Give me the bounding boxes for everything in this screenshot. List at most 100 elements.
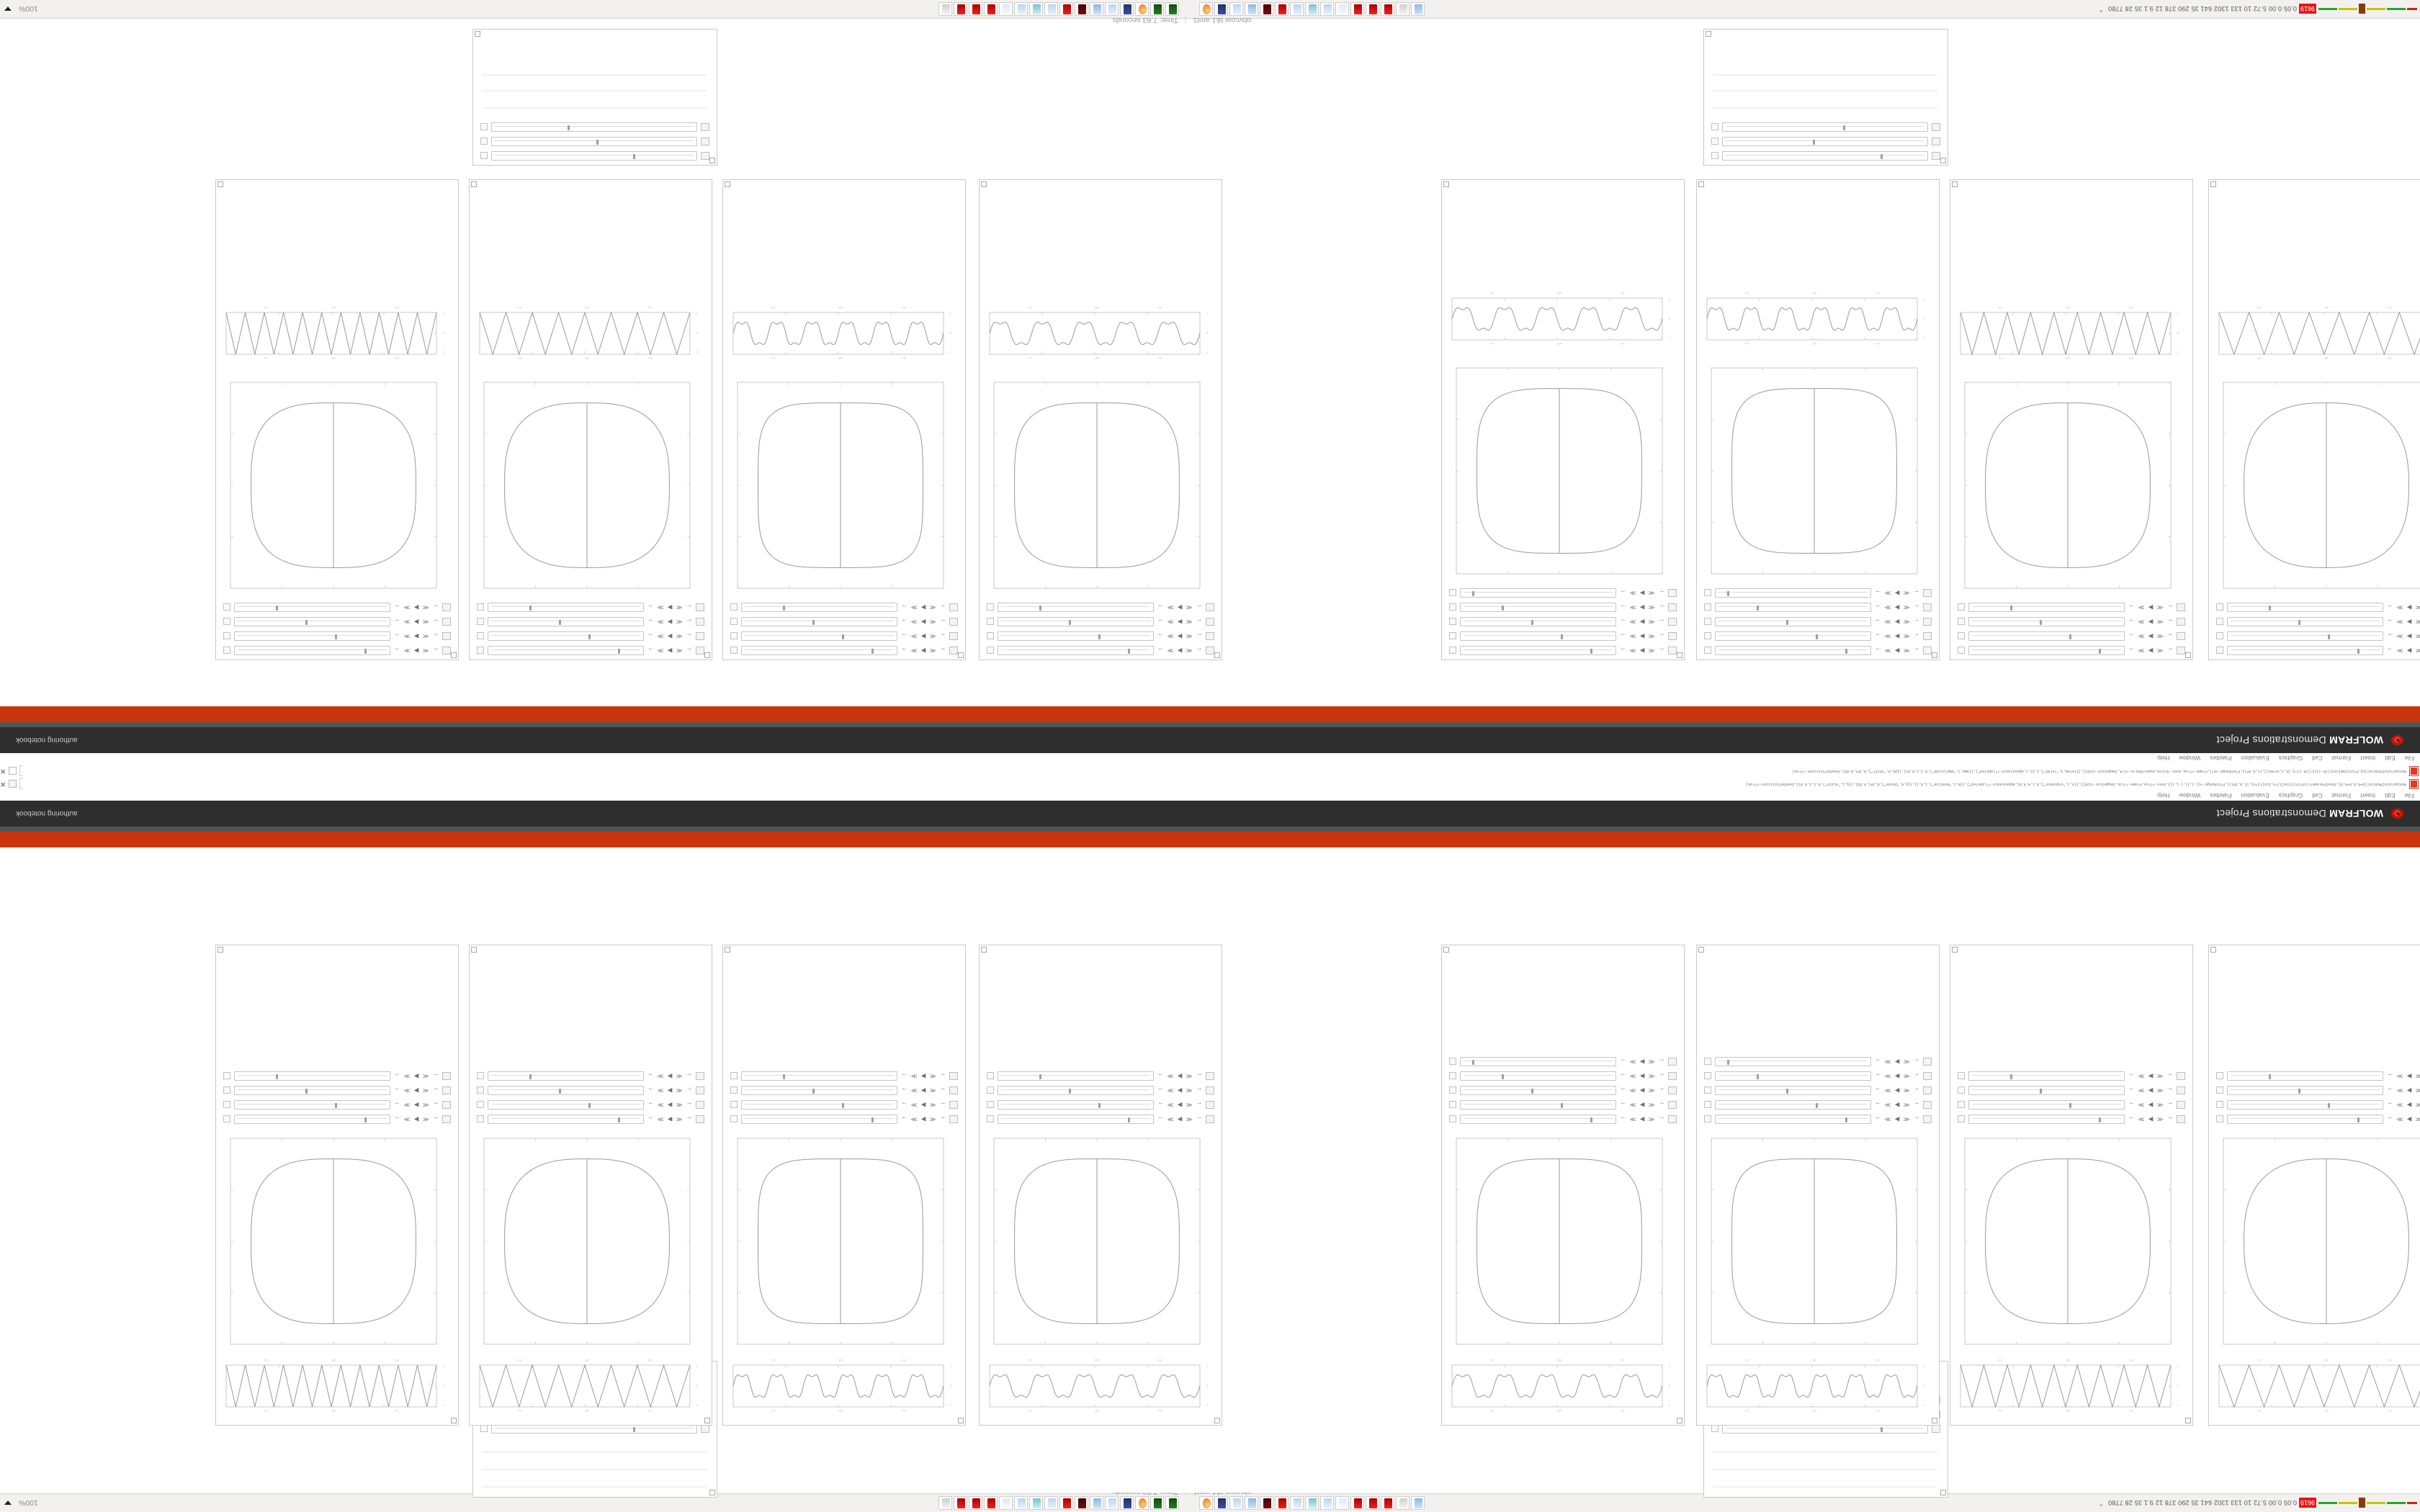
fast-forward-icon[interactable]: ≫ <box>2396 1073 2403 1080</box>
terminal-icon[interactable] <box>1165 1496 1180 1510</box>
slider-row[interactable]: ←≪▶≫→ <box>987 631 1214 641</box>
slider-end-button[interactable] <box>1958 1086 1965 1094</box>
slider-row[interactable]: ←≪▶≫→ <box>223 1071 451 1081</box>
play-icon[interactable]: ▶ <box>667 604 673 611</box>
rewind-icon[interactable]: ≪ <box>929 604 936 611</box>
animation-buttons[interactable]: ←≪▶≫→ <box>647 603 692 612</box>
resize-handle-br[interactable] <box>1952 947 1958 953</box>
slider-end-button[interactable] <box>730 1115 738 1123</box>
demonstration-panel[interactable]: ← ≪ ▶ ≫ → ← ≪ ▶ ≫ → ← ≪ ▶ ≫ → ← ≪ ▶ ≫ → ← ≪ ▶ ≫ → <box>1696 179 1940 660</box>
play-icon[interactable]: ▶ <box>1894 618 1900 626</box>
resize-handle-br[interactable] <box>1443 947 1449 953</box>
demonstration-panel[interactable]: ←≪▶≫→←≪▶≫→←≪▶≫→←≪▶≫→ <box>722 179 966 660</box>
animation-buttons[interactable]: ←≪▶≫→ <box>2128 647 2173 655</box>
slider-row[interactable]: ←≪▶≫→ <box>1958 1115 2185 1124</box>
slider-row[interactable]: ←≪▶≫→ <box>223 1100 451 1110</box>
fast-forward-icon[interactable]: ≫ <box>1167 1102 1174 1109</box>
step-forward-icon[interactable]: → <box>1875 647 1881 654</box>
step-back-icon[interactable]: ← <box>686 632 693 640</box>
animation-buttons[interactable]: ←≪▶≫→ <box>2387 618 2420 626</box>
play-icon[interactable]: ▶ <box>2148 1073 2154 1080</box>
resize-handle-tl[interactable] <box>1214 652 1220 658</box>
step-forward-icon[interactable]: → <box>2387 618 2393 626</box>
play-icon[interactable]: ▶ <box>413 1102 419 1109</box>
slider-end-button[interactable] <box>1449 1115 1456 1123</box>
animation-buttons[interactable]: ←≪▶≫→ <box>394 647 439 655</box>
step-back-icon[interactable]: ← <box>1658 1072 1665 1080</box>
fast-forward-icon[interactable]: ≫ <box>1629 1102 1636 1109</box>
rewind-icon[interactable]: ≪ <box>2416 1115 2420 1123</box>
slider-row[interactable]: ←≪▶≫→ <box>1449 1057 1677 1066</box>
rewind-icon[interactable]: ≪ <box>422 1116 429 1123</box>
fast-forward-icon[interactable]: ≫ <box>657 604 664 611</box>
slider-end-button[interactable] <box>1704 647 1711 654</box>
demonstration-panel[interactable]: ←≪▶≫→←≪▶≫→←≪▶≫→←≪▶≫→ <box>469 179 712 660</box>
step-forward-icon[interactable]: → <box>1620 603 1626 611</box>
slider-track[interactable] <box>1968 1100 2125 1110</box>
control-group[interactable]: ←≪▶≫→←≪▶≫→←≪▶≫→←≪▶≫→ <box>2209 598 2420 660</box>
slider-end-button[interactable] <box>1704 1115 1711 1123</box>
play-icon[interactable]: ▶ <box>413 1116 419 1123</box>
slider-end-button[interactable] <box>1958 647 1965 654</box>
rewind-icon[interactable]: ≪ <box>1186 604 1193 611</box>
wolfram-window-a[interactable]: WOLFRAM Demonstrations Project authoring… <box>0 706 2420 847</box>
slider-track[interactable] <box>1460 588 1617 598</box>
animation-buttons[interactable]: ←≪▶≫→ <box>1875 589 1919 598</box>
slider-track[interactable] <box>1968 1115 2125 1124</box>
control-group[interactable]: ← ≪ ▶ ≫ → ← ≪ ▶ ≫ → ← ≪ ▶ ≫ → ← ≪ ▶ ≫ → ← ≪ ▶ ≫ → <box>1442 584 1684 660</box>
slider-row[interactable]: ←≪▶≫→ <box>477 1115 704 1124</box>
rewind-icon[interactable]: ≪ <box>2156 633 2164 640</box>
slider-track[interactable] <box>234 1115 391 1124</box>
rewind-icon[interactable]: ≪ <box>676 1102 683 1109</box>
step-forward-icon[interactable]: → <box>2387 1072 2393 1080</box>
resize-handle-br[interactable] <box>2210 181 2216 187</box>
slider-end-button[interactable] <box>1704 589 1711 597</box>
step-back-icon[interactable]: ← <box>939 647 946 654</box>
step-forward-icon[interactable]: → <box>1875 603 1881 611</box>
control-group[interactable]: ←≪▶≫→←≪▶≫→←≪▶≫→←≪▶≫→ <box>216 1067 458 1128</box>
step-forward-icon[interactable]: → <box>901 603 908 611</box>
slider-track[interactable] <box>1968 646 2125 655</box>
rewind-icon[interactable]: ≪ <box>422 604 429 611</box>
resize-handle-br[interactable] <box>471 181 477 187</box>
animation-buttons[interactable]: ←≪▶≫→ <box>1620 632 1664 641</box>
slider-row[interactable]: ←≪▶≫→ <box>477 646 704 655</box>
fast-forward-icon[interactable]: ≫ <box>403 647 411 654</box>
slider-row[interactable]: ←≪▶≫→ <box>987 603 1214 612</box>
mathematica-icon[interactable] <box>1350 1496 1365 1510</box>
fast-forward-icon[interactable]: ≫ <box>2138 1073 2145 1080</box>
step-forward-icon[interactable]: → <box>1620 647 1626 654</box>
play-icon[interactable]: ▶ <box>413 647 419 654</box>
rewind-icon[interactable]: ≪ <box>1903 1073 1910 1080</box>
rewind-icon[interactable]: ≪ <box>422 1087 429 1094</box>
fast-forward-icon[interactable]: ≫ <box>657 1073 664 1080</box>
firefox-icon[interactable] <box>1135 2 1150 16</box>
slider-track[interactable] <box>488 1086 645 1095</box>
animation-buttons[interactable]: ←≪▶≫→ <box>394 618 439 626</box>
animation-buttons[interactable]: ←≪▶≫→ <box>1875 1058 1919 1066</box>
fast-forward-icon[interactable]: ≫ <box>2396 647 2403 654</box>
control-group[interactable]: ←≪▶≫→←≪▶≫→←≪▶≫→←≪▶≫→ <box>723 1067 965 1128</box>
animation-buttons[interactable]: ←≪▶≫→ <box>1620 647 1664 655</box>
resize-handle-tl[interactable] <box>1940 1490 1946 1495</box>
step-forward-icon[interactable]: → <box>901 1072 908 1080</box>
menu-item-help[interactable]: Help <box>2157 792 2170 799</box>
play-icon[interactable]: ▶ <box>2148 604 2154 611</box>
step-back-icon[interactable]: ← <box>686 1101 693 1109</box>
fast-forward-icon[interactable]: ≫ <box>1167 647 1174 654</box>
faded-icon[interactable] <box>1396 1496 1410 1510</box>
step-forward-icon[interactable]: → <box>1620 1086 1626 1094</box>
resize-handle-tl[interactable] <box>1677 1418 1682 1423</box>
zoom-control[interactable]: 100% <box>4 5 38 14</box>
cell-close-button[interactable]: ✕ <box>0 780 6 788</box>
resize-handle-tl[interactable] <box>704 652 710 658</box>
slider-row[interactable]: ←≪▶≫→ <box>730 603 958 612</box>
step-back-icon[interactable]: ← <box>1196 647 1203 654</box>
fast-forward-icon[interactable]: ≫ <box>1884 633 1891 640</box>
slider-row[interactable]: ←≪▶≫→ <box>1704 617 1932 626</box>
notebook-icon[interactable] <box>1090 2 1104 16</box>
slider-track[interactable] <box>1460 1071 1617 1081</box>
play-icon[interactable]: ▶ <box>1894 590 1900 597</box>
rewind-icon[interactable]: ≪ <box>1903 1087 1910 1094</box>
step-forward-icon[interactable]: → <box>1875 589 1881 597</box>
